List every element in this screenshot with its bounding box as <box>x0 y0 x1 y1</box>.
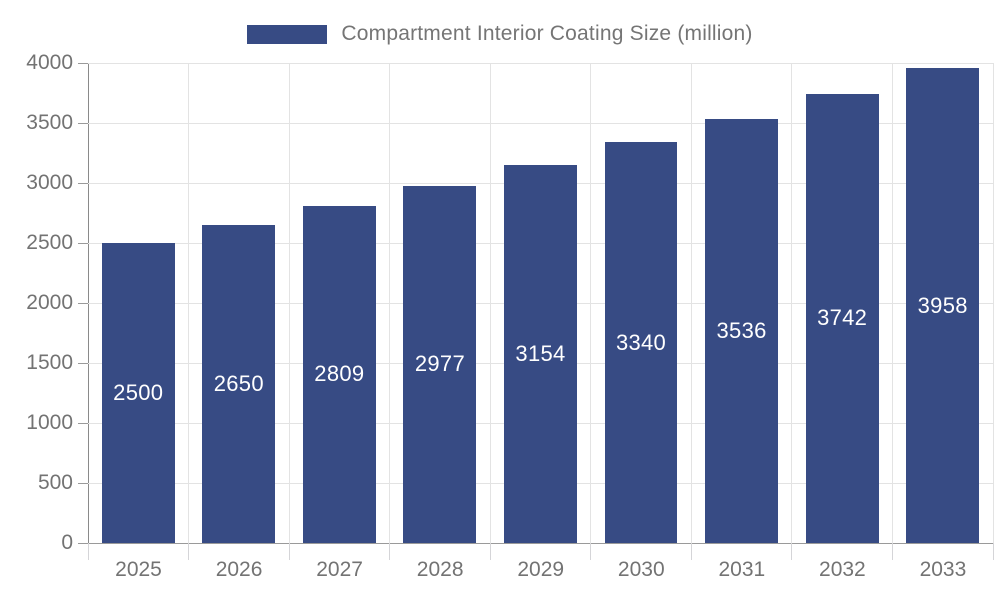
plot-area: 2500 2650 2809 2977 3154 3340 3536 3742 3958 <box>78 62 994 560</box>
bar-value-label: 2809 <box>314 361 365 387</box>
bar-value-label: 2500 <box>113 380 164 405</box>
bar-value-label: 3154 <box>515 340 566 366</box>
bar-value-label: 3536 <box>716 317 767 343</box>
v-gridline <box>590 63 592 543</box>
x-tick-label: 2030 <box>617 558 665 581</box>
x-tick-label: 2026 <box>215 558 263 581</box>
x-tick-label: 2028 <box>416 558 464 581</box>
legend-label[interactable]: Compartment Interior Coating Size (milli… <box>341 22 753 45</box>
y-tick-label: 4000 <box>26 51 73 74</box>
x-tick-label: 2031 <box>718 558 766 581</box>
x-tick-mark <box>389 543 391 560</box>
x-tick-label: 2032 <box>819 558 866 581</box>
x-tick-label: 2027 <box>316 558 363 581</box>
bar-value-label: 3958 <box>917 292 968 318</box>
y-tick-mark <box>78 182 88 184</box>
v-gridline <box>891 63 893 543</box>
v-gridline <box>791 63 793 543</box>
bar[interactable]: 3154 <box>504 164 577 543</box>
h-gridline <box>88 122 993 124</box>
y-tick-mark <box>78 422 88 424</box>
x-tick-mark <box>489 543 491 560</box>
x-tick-mark <box>87 543 89 560</box>
y-tick-label: 3500 <box>26 111 73 134</box>
y-tick-label: 500 <box>37 471 73 494</box>
x-tick-mark <box>891 543 893 560</box>
v-gridline <box>489 63 491 543</box>
bar[interactable]: 2500 <box>101 243 175 543</box>
y-tick-mark <box>78 302 88 304</box>
v-gridline <box>389 63 391 543</box>
y-tick-mark <box>78 122 88 124</box>
h-gridline <box>88 62 993 64</box>
x-tick-mark <box>188 543 190 560</box>
bar[interactable]: 3536 <box>705 118 779 543</box>
bar-value-label: 3742 <box>817 305 868 331</box>
bar[interactable]: 3340 <box>604 142 678 543</box>
bar-value-label: 3340 <box>615 329 667 355</box>
y-tick-mark <box>78 542 88 544</box>
bar[interactable]: 3742 <box>805 93 879 543</box>
x-tick-label: 2033 <box>919 558 967 581</box>
bar[interactable]: 3958 <box>906 68 980 543</box>
v-gridline <box>188 63 190 543</box>
bar[interactable]: 2650 <box>202 225 276 543</box>
x-tick-label: 2029 <box>517 558 565 581</box>
y-tick-mark <box>78 362 88 364</box>
bar-value-label: 2977 <box>414 351 465 377</box>
bar[interactable]: 2809 <box>302 205 376 543</box>
x-tick-mark <box>590 543 592 560</box>
v-gridline <box>690 63 692 543</box>
y-tick-mark <box>78 482 88 484</box>
x-tick-label: 2025 <box>115 558 162 581</box>
v-gridline <box>288 63 290 543</box>
x-tick-mark <box>992 543 994 560</box>
x-tick-mark <box>288 543 290 560</box>
y-tick-mark <box>78 62 88 64</box>
chart-legend[interactable]: Compartment Interior Coating Size (milli… <box>0 22 1000 46</box>
legend-swatch[interactable] <box>247 24 328 44</box>
y-tick-label: 0 <box>61 531 73 554</box>
y-tick-mark <box>78 242 88 244</box>
bar-value-label: 2650 <box>213 371 264 396</box>
y-tick-label: 2500 <box>26 231 73 254</box>
y-tick-label: 3000 <box>26 171 73 194</box>
y-tick-label: 1000 <box>26 411 73 434</box>
v-gridline <box>992 63 994 543</box>
bar[interactable]: 2977 <box>403 185 477 543</box>
x-tick-mark <box>791 543 793 560</box>
y-axis-line <box>88 63 89 560</box>
y-tick-label: 1500 <box>26 351 73 374</box>
x-tick-mark <box>690 543 692 560</box>
x-axis-line <box>78 543 993 544</box>
y-tick-label: 2000 <box>26 291 73 314</box>
